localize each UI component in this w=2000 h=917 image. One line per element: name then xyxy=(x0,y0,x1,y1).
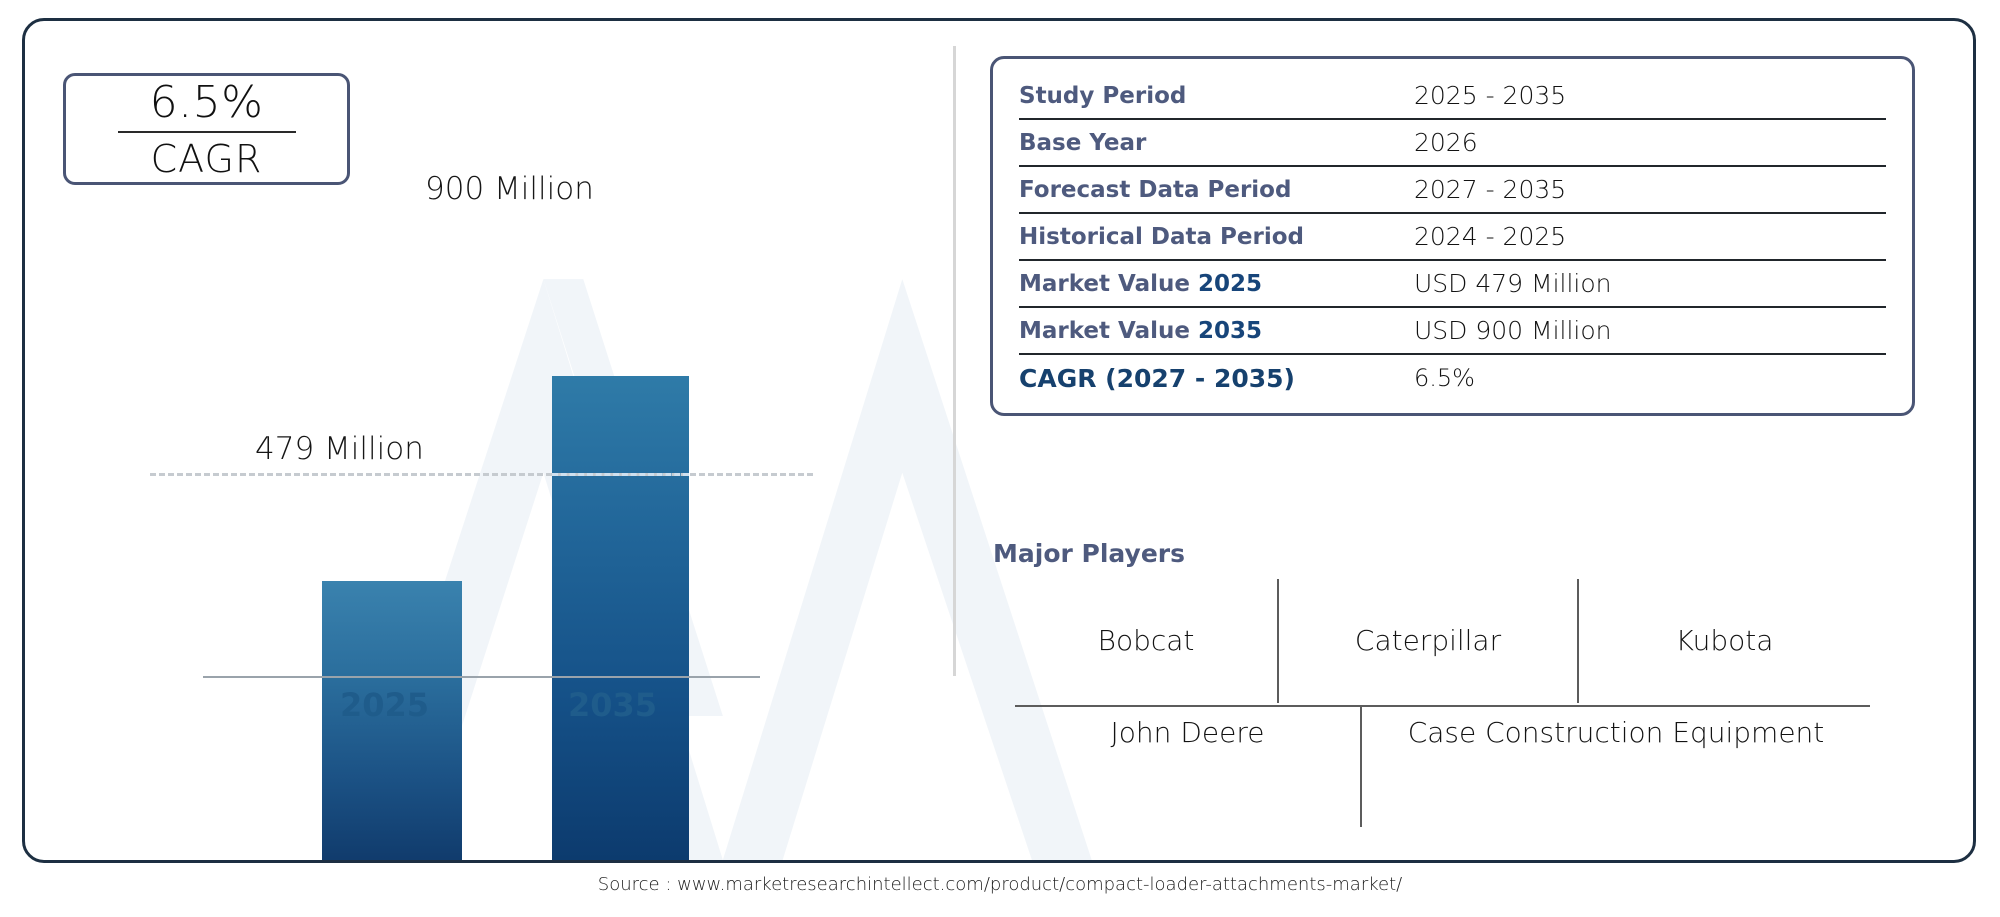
player-name: Bobcat xyxy=(1097,624,1195,658)
right-panel: Study Period 2025 - 2035 Base Year 2026 … xyxy=(955,21,1973,860)
panel-divider xyxy=(953,46,956,676)
bar-value-label-2025: 479 Million xyxy=(255,431,424,467)
major-players-row-2: John Deere Case Construction Equipment xyxy=(1015,707,1870,827)
table-row-label-text: Market Value xyxy=(1019,270,1190,297)
table-row-value: USD 900 Million xyxy=(1414,316,1612,345)
reference-dashed-line-overlay xyxy=(552,473,689,476)
table-row-label: Market Value 2025 xyxy=(1019,271,1414,297)
chart-axis-line xyxy=(203,676,760,678)
table-row-cagr: CAGR (2027 - 2035) 6.5% xyxy=(1019,355,1886,401)
table-row: Market Value 2035 USD 900 Million xyxy=(1019,308,1886,355)
table-row-value: 6.5% xyxy=(1414,364,1475,392)
player-name: Caterpillar xyxy=(1277,579,1577,703)
cagr-badge-value: 6.5% xyxy=(149,76,264,128)
table-row: Forecast Data Period 2027 - 2035 xyxy=(1019,167,1886,214)
cagr-badge: 6.5% CAGR xyxy=(63,73,350,185)
source-footer: Source : www.marketresearchintellect.com… xyxy=(597,874,1403,895)
table-row-label-year: 2025 xyxy=(1197,270,1262,297)
bar-2025 xyxy=(322,581,462,860)
cagr-badge-label: CAGR xyxy=(150,136,263,181)
table-row-label: Market Value 2035 xyxy=(1019,318,1414,344)
table-row-value: 2025 - 2035 xyxy=(1414,81,1567,110)
major-players-horizontal-divider xyxy=(1015,705,1870,707)
bar-2035 xyxy=(552,376,689,860)
table-row-value: 2026 xyxy=(1414,128,1478,157)
bar-chart: 900 Million 479 Million 2025 2035 xyxy=(25,21,955,860)
bar-value-label-2035: 900 Million xyxy=(425,171,594,207)
table-row-value: 2024 - 2025 xyxy=(1414,222,1567,251)
axis-tick-2025: 2025 xyxy=(340,686,430,724)
table-row: Market Value 2025 USD 479 Million xyxy=(1019,261,1886,308)
axis-tick-2035: 2035 xyxy=(568,686,658,724)
table-row-label-year: 2035 xyxy=(1197,317,1262,344)
left-panel: 6.5% CAGR 900 Million 479 Million 2025 2… xyxy=(25,21,955,860)
player-name: Case Construction Equipment xyxy=(1360,707,1870,827)
table-row-label: CAGR (2027 - 2035) xyxy=(1019,363,1295,393)
cagr-badge-divider xyxy=(117,130,296,133)
table-row-value: 2027 - 2035 xyxy=(1414,175,1567,204)
table-row: Base Year 2026 xyxy=(1019,120,1886,167)
table-row-label-text: Market Value xyxy=(1019,317,1190,344)
player-name: Kubota xyxy=(1577,579,1870,703)
reference-dashed-line xyxy=(150,473,813,476)
major-players-row-1: Bobcat Caterpillar Kubota xyxy=(1015,579,1870,703)
major-players-heading: Major Players xyxy=(993,539,1185,568)
table-row-label: Forecast Data Period xyxy=(1019,176,1292,203)
card-frame: 6.5% CAGR 900 Million 479 Million 2025 2… xyxy=(22,18,1976,863)
table-row-value: USD 479 Million xyxy=(1414,269,1612,298)
table-row: Historical Data Period 2024 - 2025 xyxy=(1019,214,1886,261)
major-players-grid: Bobcat Caterpillar Kubota John Deere Cas… xyxy=(1015,579,1870,839)
market-info-table: Study Period 2025 - 2035 Base Year 2026 … xyxy=(990,56,1915,416)
table-row: Study Period 2025 - 2035 xyxy=(1019,73,1886,120)
player-name: John Deere xyxy=(1110,716,1265,749)
table-row-label: Study Period xyxy=(1019,82,1187,109)
table-row-label: Historical Data Period xyxy=(1019,223,1304,250)
table-row-label: Base Year xyxy=(1019,129,1147,156)
